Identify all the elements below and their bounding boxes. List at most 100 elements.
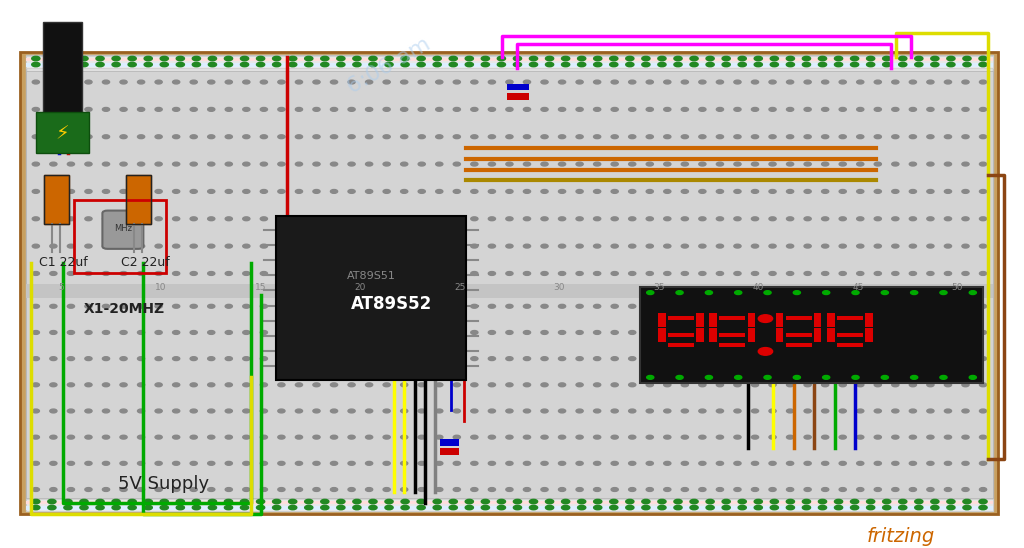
Circle shape bbox=[698, 461, 706, 465]
Circle shape bbox=[331, 383, 338, 387]
Circle shape bbox=[400, 135, 408, 139]
Circle shape bbox=[892, 488, 899, 492]
Circle shape bbox=[313, 488, 321, 492]
Circle shape bbox=[33, 80, 40, 84]
Circle shape bbox=[927, 244, 934, 248]
Circle shape bbox=[366, 135, 373, 139]
Circle shape bbox=[804, 80, 811, 84]
Circle shape bbox=[295, 107, 302, 111]
Circle shape bbox=[400, 409, 408, 413]
Circle shape bbox=[225, 330, 232, 334]
Circle shape bbox=[681, 304, 688, 308]
Circle shape bbox=[821, 383, 828, 387]
Circle shape bbox=[85, 409, 92, 413]
Circle shape bbox=[594, 135, 601, 139]
Circle shape bbox=[529, 499, 538, 504]
Circle shape bbox=[137, 357, 144, 361]
Circle shape bbox=[465, 499, 473, 504]
Circle shape bbox=[313, 461, 321, 465]
Circle shape bbox=[657, 499, 666, 504]
Circle shape bbox=[155, 435, 162, 439]
Circle shape bbox=[383, 461, 390, 465]
Circle shape bbox=[909, 383, 916, 387]
Circle shape bbox=[944, 135, 951, 139]
Circle shape bbox=[190, 135, 198, 139]
Circle shape bbox=[120, 80, 127, 84]
Circle shape bbox=[120, 409, 127, 413]
Circle shape bbox=[835, 499, 843, 504]
Circle shape bbox=[348, 107, 355, 111]
Circle shape bbox=[68, 304, 75, 308]
Circle shape bbox=[786, 162, 794, 166]
Circle shape bbox=[523, 383, 530, 387]
Circle shape bbox=[435, 244, 442, 248]
Circle shape bbox=[471, 461, 478, 465]
Circle shape bbox=[857, 80, 864, 84]
Bar bbox=[44, 175, 69, 224]
Circle shape bbox=[681, 461, 688, 465]
Circle shape bbox=[137, 304, 144, 308]
Circle shape bbox=[804, 107, 811, 111]
Circle shape bbox=[594, 272, 601, 276]
Circle shape bbox=[857, 217, 864, 221]
Circle shape bbox=[962, 357, 969, 361]
Circle shape bbox=[857, 107, 864, 111]
Circle shape bbox=[821, 304, 828, 308]
Circle shape bbox=[629, 304, 636, 308]
Circle shape bbox=[803, 499, 811, 504]
Circle shape bbox=[866, 499, 874, 504]
Circle shape bbox=[857, 488, 864, 492]
Circle shape bbox=[454, 461, 461, 465]
Circle shape bbox=[909, 244, 916, 248]
Circle shape bbox=[50, 435, 57, 439]
Circle shape bbox=[278, 80, 285, 84]
Circle shape bbox=[278, 330, 285, 334]
Circle shape bbox=[144, 505, 153, 510]
Circle shape bbox=[882, 375, 889, 379]
Circle shape bbox=[681, 272, 688, 276]
Circle shape bbox=[786, 272, 794, 276]
Circle shape bbox=[927, 80, 934, 84]
Text: ⚡: ⚡ bbox=[55, 124, 70, 144]
Circle shape bbox=[594, 461, 601, 465]
Circle shape bbox=[769, 162, 776, 166]
Circle shape bbox=[927, 330, 934, 334]
Circle shape bbox=[962, 190, 969, 193]
Circle shape bbox=[85, 107, 92, 111]
Circle shape bbox=[804, 357, 811, 361]
Circle shape bbox=[874, 461, 882, 465]
Circle shape bbox=[657, 56, 666, 61]
Circle shape bbox=[50, 272, 57, 276]
Circle shape bbox=[857, 272, 864, 276]
Circle shape bbox=[674, 505, 682, 510]
Circle shape bbox=[786, 62, 795, 67]
Circle shape bbox=[471, 357, 478, 361]
Circle shape bbox=[190, 162, 198, 166]
Circle shape bbox=[243, 357, 250, 361]
Circle shape bbox=[32, 56, 40, 61]
Circle shape bbox=[734, 244, 741, 248]
Circle shape bbox=[176, 499, 184, 504]
Bar bbox=[74, 199, 166, 273]
Circle shape bbox=[927, 461, 934, 465]
Circle shape bbox=[272, 505, 281, 510]
Circle shape bbox=[50, 357, 57, 361]
Circle shape bbox=[85, 304, 92, 308]
Circle shape bbox=[822, 375, 829, 379]
Circle shape bbox=[155, 383, 162, 387]
Bar bbox=[26, 506, 993, 510]
Circle shape bbox=[433, 56, 441, 61]
Circle shape bbox=[577, 488, 584, 492]
Circle shape bbox=[400, 357, 408, 361]
Circle shape bbox=[979, 162, 986, 166]
Circle shape bbox=[594, 62, 602, 67]
Circle shape bbox=[892, 162, 899, 166]
Circle shape bbox=[243, 488, 250, 492]
Circle shape bbox=[225, 357, 232, 361]
Circle shape bbox=[295, 217, 302, 221]
Circle shape bbox=[488, 190, 496, 193]
Circle shape bbox=[558, 461, 565, 465]
Circle shape bbox=[481, 499, 489, 504]
Circle shape bbox=[433, 62, 441, 67]
Circle shape bbox=[523, 162, 530, 166]
